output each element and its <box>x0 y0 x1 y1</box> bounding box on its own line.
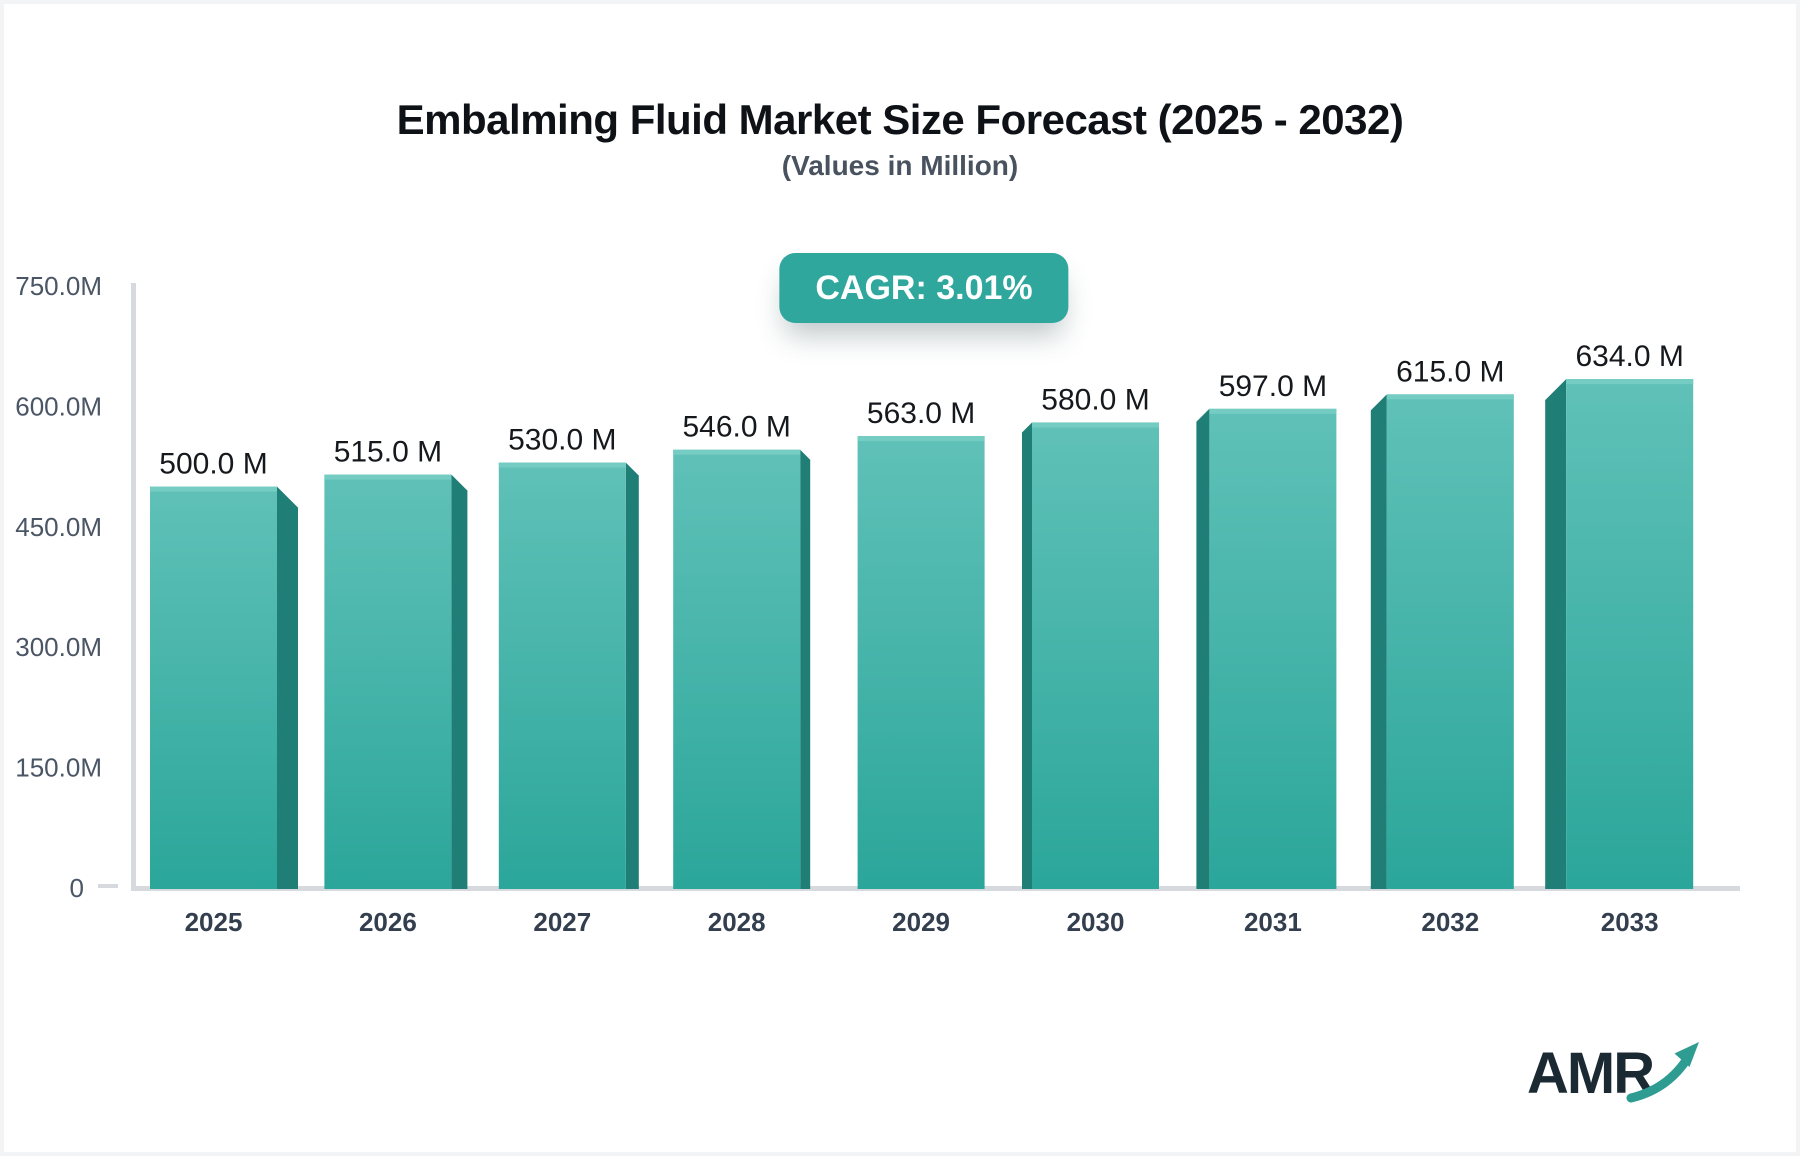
bar-value-label: 563.0 M <box>867 397 975 430</box>
y-axis-tick-label: 300.0M <box>15 632 102 662</box>
bar-front-face <box>673 449 801 889</box>
bar-top-face <box>673 449 801 455</box>
bar-top-face <box>857 436 985 442</box>
trend-up-arrow-icon <box>1626 1042 1699 1103</box>
bar-2027: 530.0 M 2027 <box>498 424 639 937</box>
bar-front-face <box>498 462 626 889</box>
bar-side-face <box>1022 422 1032 889</box>
bar-front-face <box>1386 394 1514 889</box>
bar-value-label: 530.0 M <box>508 424 616 457</box>
y-axis-tick-label: 0 <box>70 873 84 903</box>
chart-title: Embalming Fluid Market Size Forecast (20… <box>396 96 1404 143</box>
x-axis-tick-label: 2027 <box>533 907 591 937</box>
y-axis-tick-label: 150.0M <box>15 753 102 783</box>
bar-front-face <box>150 486 277 889</box>
bar-top-face <box>1032 422 1159 428</box>
bar-side-face <box>451 474 468 889</box>
bar-value-label: 500.0 M <box>159 448 267 481</box>
bar-2030: 580.0 M 2030 <box>1022 383 1159 937</box>
bar-2032: 615.0 M 2032 <box>1370 355 1514 937</box>
bar-front-face <box>1032 422 1159 889</box>
bar-front-face <box>857 436 985 889</box>
bar-top-face <box>324 474 452 480</box>
bar-front-face <box>1209 408 1337 889</box>
bar-front-face <box>324 474 452 889</box>
bar-2033: 634.0 M 2033 <box>1545 340 1694 937</box>
bar-2025: 500.0 M 2025 <box>150 448 298 937</box>
x-axis-tick-label: 2031 <box>1244 907 1302 937</box>
y-axis-tick-label: 450.0M <box>15 512 102 542</box>
cagr-badge: CAGR: 3.01% <box>779 253 1069 323</box>
chart-subtitle: (Values in Million) <box>781 150 1019 181</box>
bar-top-face <box>1566 379 1694 385</box>
bar-2028: 546.0 M 2028 <box>673 411 811 937</box>
bar-value-label: 597.0 M <box>1219 370 1327 403</box>
amr-logo: AMR <box>1527 1040 1717 1124</box>
bar-side-face <box>1545 379 1567 889</box>
bar-2026: 515.0 M 2026 <box>324 436 468 937</box>
x-axis-tick-label: 2033 <box>1601 907 1659 937</box>
x-axis-tick-label: 2028 <box>708 907 766 937</box>
x-axis-tick-label: 2026 <box>359 907 417 937</box>
bar-side-face <box>1370 394 1387 889</box>
bar-top-face <box>1209 408 1337 414</box>
bar-side-face <box>625 462 639 889</box>
bar-value-label: 580.0 M <box>1041 383 1149 416</box>
bar-side-face <box>277 486 298 889</box>
bar-front-face <box>1566 379 1694 889</box>
bar-value-label: 615.0 M <box>1396 355 1504 388</box>
x-axis-tick-label: 2025 <box>185 907 243 937</box>
bar-top-face <box>498 462 626 468</box>
bar-2029: 563.0 M 2029 <box>857 397 985 937</box>
bar-2031: 597.0 M 2031 <box>1196 370 1337 937</box>
bar-side-face <box>1196 408 1210 889</box>
y-axis-line <box>131 283 136 891</box>
x-axis-tick-label: 2032 <box>1421 907 1479 937</box>
bar-top-face <box>1386 394 1514 400</box>
y-axis-tick-label: 750.0M <box>15 271 102 301</box>
bar-top-face <box>150 486 277 492</box>
bar-side-face <box>800 449 811 889</box>
x-axis-tick-label: 2029 <box>892 907 950 937</box>
zero-tick-mark <box>98 884 118 888</box>
bar-value-label: 515.0 M <box>334 436 442 469</box>
y-axis-tick-label: 600.0M <box>15 391 102 421</box>
bar-value-label: 546.0 M <box>682 411 790 444</box>
x-axis-tick-label: 2030 <box>1067 907 1125 937</box>
bar-value-label: 634.0 M <box>1575 340 1683 373</box>
